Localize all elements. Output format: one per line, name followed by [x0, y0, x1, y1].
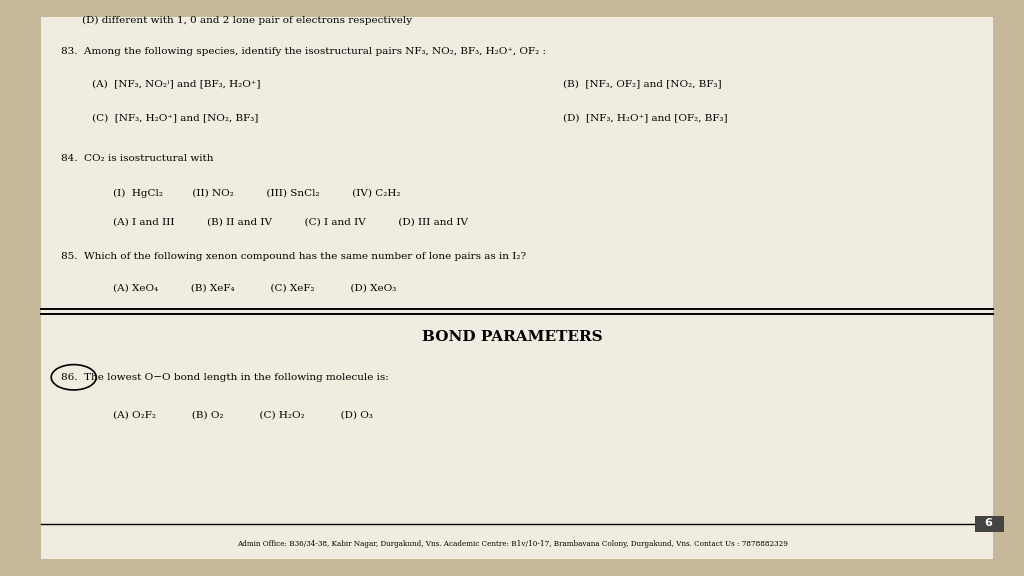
- Text: (A)  [NF₃, NO₂⁾] and [BF₃, H₂O⁺]: (A) [NF₃, NO₂⁾] and [BF₃, H₂O⁺]: [92, 79, 261, 88]
- Text: Admin Office: B36/34-38, Kabir Nagar, Durgakund, Vns. Academic Centre: B1v/10-17: Admin Office: B36/34-38, Kabir Nagar, Du…: [237, 540, 787, 548]
- Text: (A) I and III          (B) II and IV          (C) I and IV          (D) III and : (A) I and III (B) II and IV (C) I and IV…: [113, 217, 468, 226]
- Text: (C)  [NF₃, H₂O⁺] and [NO₂, BF₃]: (C) [NF₃, H₂O⁺] and [NO₂, BF₃]: [92, 113, 258, 123]
- FancyBboxPatch shape: [41, 17, 993, 559]
- Text: (D) different with 1, 0 and 2 lone pair of electrons respectively: (D) different with 1, 0 and 2 lone pair …: [82, 16, 412, 25]
- Text: (A) O₂F₂           (B) O₂           (C) H₂O₂           (D) O₃: (A) O₂F₂ (B) O₂ (C) H₂O₂ (D) O₃: [113, 410, 373, 419]
- Text: 86.  The lowest O−O bond length in the following molecule is:: 86. The lowest O−O bond length in the fo…: [61, 373, 389, 382]
- Text: (A) XeO₄          (B) XeF₄           (C) XeF₂           (D) XeO₃: (A) XeO₄ (B) XeF₄ (C) XeF₂ (D) XeO₃: [113, 283, 396, 293]
- Text: (I)  HgCl₂         (II) NO₂          (III) SnCl₂          (IV) C₂H₂: (I) HgCl₂ (II) NO₂ (III) SnCl₂ (IV) C₂H₂: [113, 188, 400, 198]
- Text: 85.  Which of the following xenon compound has the same number of lone pairs as : 85. Which of the following xenon compoun…: [61, 252, 526, 261]
- FancyBboxPatch shape: [975, 516, 1004, 532]
- Text: 6: 6: [984, 518, 992, 528]
- Text: (D)  [NF₃, H₂O⁺] and [OF₂, BF₃]: (D) [NF₃, H₂O⁺] and [OF₂, BF₃]: [563, 113, 728, 123]
- Text: BOND PARAMETERS: BOND PARAMETERS: [422, 330, 602, 344]
- Text: 84.  CO₂ is isostructural with: 84. CO₂ is isostructural with: [61, 154, 214, 163]
- Text: (B)  [NF₃, OF₂] and [NO₂, BF₃]: (B) [NF₃, OF₂] and [NO₂, BF₃]: [563, 79, 722, 88]
- Text: 83.  Among the following species, identify the isostructural pairs NF₃, NO₂, BF₃: 83. Among the following species, identif…: [61, 47, 547, 56]
